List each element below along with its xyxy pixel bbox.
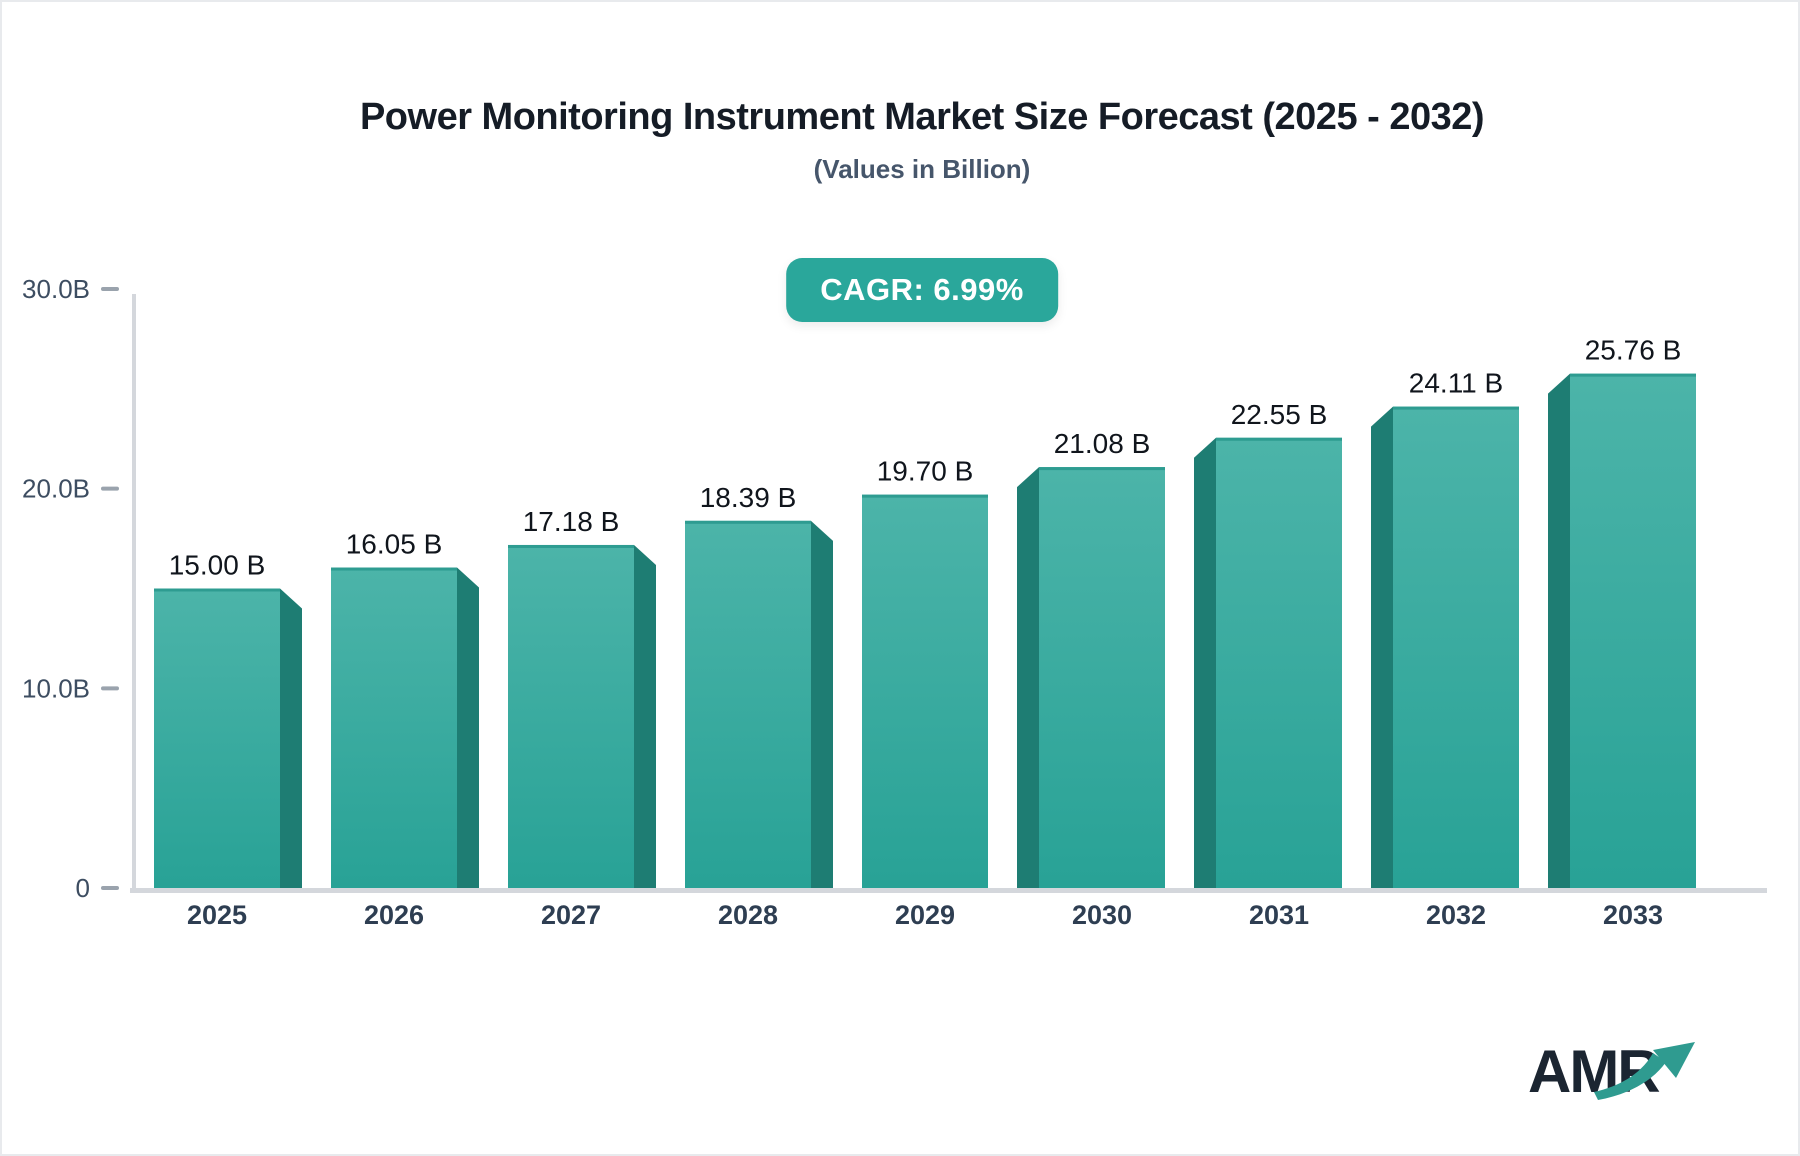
bar-2030-top-edge <box>1039 467 1165 471</box>
value-label-2028: 18.39 B <box>700 482 797 513</box>
value-label-2029: 19.70 B <box>877 456 974 487</box>
x-tick-label-2033: 2033 <box>1603 900 1663 930</box>
bar-2033-face <box>1570 373 1696 888</box>
bar-2029-face <box>862 494 988 888</box>
value-label-2025: 15.00 B <box>169 550 266 581</box>
bar-2029-top-edge <box>862 494 988 498</box>
bar-2028-side <box>811 520 833 888</box>
bar-2026-side <box>457 567 479 888</box>
cagr-badge-label: CAGR: 6.99% <box>820 272 1024 307</box>
bar-2031-top-edge <box>1216 437 1342 441</box>
value-label-2030: 21.08 B <box>1054 428 1151 459</box>
x-tick-label-2027: 2027 <box>541 900 601 930</box>
y-axis-line <box>132 294 136 888</box>
chart-subtitle: (Values in Billion) <box>813 153 1031 184</box>
chart-title: Power Monitoring Instrument Market Size … <box>359 96 1485 138</box>
bar-2031-face <box>1216 437 1342 888</box>
x-tick-label-2030: 2030 <box>1072 900 1132 930</box>
value-label-2032: 24.11 B <box>1409 368 1503 399</box>
x-tick-label-2026: 2026 <box>364 900 424 930</box>
bar-2025-side <box>280 588 302 888</box>
bar-2030-side <box>1017 467 1039 888</box>
x-tick-label-2025: 2025 <box>187 900 247 930</box>
trending-arrow-icon <box>1594 1042 1695 1100</box>
chart-header: Power Monitoring Instrument Market Size … <box>122 96 1722 185</box>
x-tick-label-2028: 2028 <box>718 900 778 930</box>
bar-2032-top-edge <box>1393 406 1519 410</box>
value-label-2031: 22.55 B <box>1231 399 1328 430</box>
bar-2027-side <box>634 544 656 888</box>
bar-2027-top-edge <box>508 544 634 548</box>
bar-2026-top-edge <box>331 567 457 571</box>
bar-2033-top-edge <box>1570 373 1696 377</box>
cagr-badge: CAGR: 6.99% <box>786 258 1058 322</box>
bar-2033-side <box>1548 373 1570 888</box>
bar-2032-face <box>1393 406 1519 888</box>
bar-2028-top-edge <box>685 520 811 524</box>
bar-2027-face <box>508 544 634 888</box>
y-tick-label-20.0B: 20.0B <box>22 474 90 504</box>
value-label-2026: 16.05 B <box>346 529 443 560</box>
y-tick-label-30.0B: 30.0B <box>22 274 90 304</box>
value-label-2027: 17.18 B <box>523 506 620 537</box>
x-tick-label-2032: 2032 <box>1426 900 1486 930</box>
x-tick-label-2031: 2031 <box>1249 900 1309 930</box>
bar-2028-face <box>685 520 811 888</box>
x-axis-line <box>130 888 1767 893</box>
y-tick-label-10.0B: 10.0B <box>22 673 90 703</box>
bar-2030-face <box>1039 467 1165 888</box>
value-label-2033: 25.76 B <box>1585 335 1682 366</box>
bar-2032-side <box>1371 406 1393 888</box>
x-tick-label-2029: 2029 <box>895 900 955 930</box>
amr-logo: AMR <box>1528 1038 1695 1105</box>
bar-2025-face <box>154 588 280 888</box>
y-tick-label-0: 0 <box>76 873 90 903</box>
bar-2025-top-edge <box>154 588 280 592</box>
bar-2026-face <box>331 567 457 888</box>
bar-2031-side <box>1194 437 1216 888</box>
